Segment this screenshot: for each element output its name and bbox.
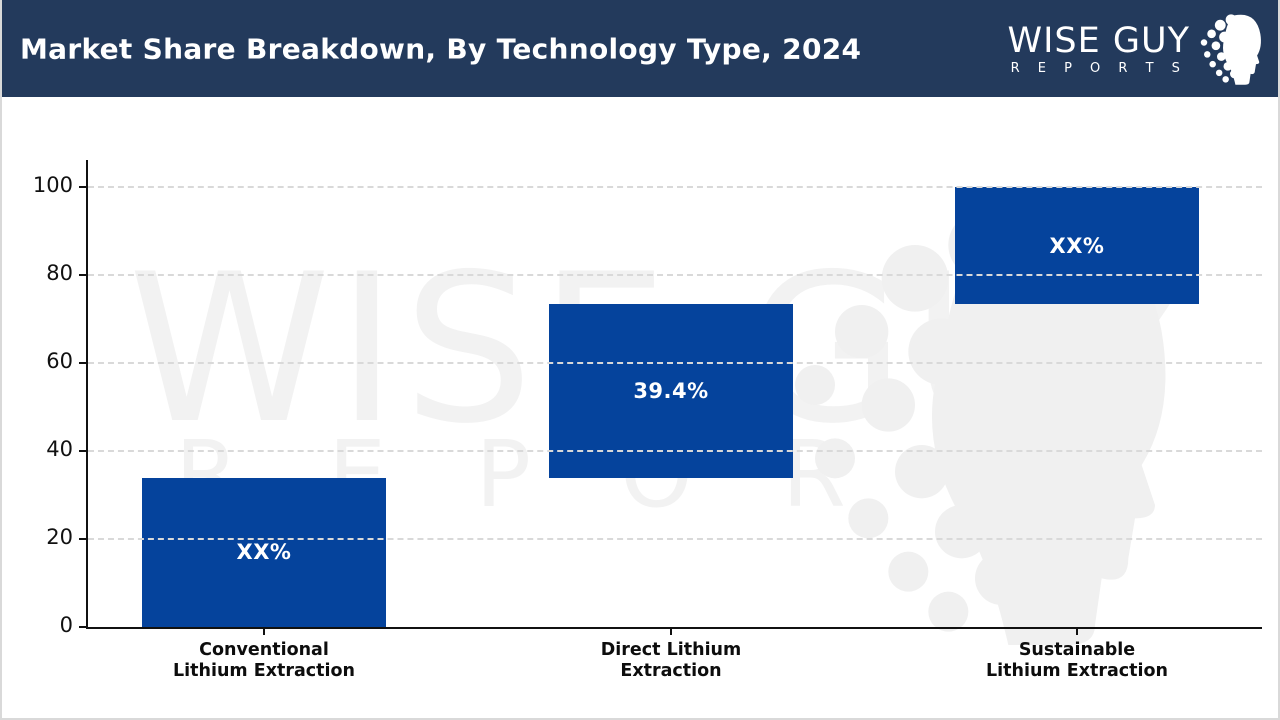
logo-reports-text: R E P O R T S: [1010, 60, 1187, 76]
x-category-label-line: Direct Lithium: [600, 640, 742, 660]
y-tick-label: 60: [46, 349, 73, 373]
x-category-label-line: Sustainable: [1018, 640, 1136, 660]
y-tick-label: 100: [32, 173, 73, 197]
x-category-label-line: Extraction: [620, 661, 722, 681]
page-title: Market Share Breakdown, By Technology Ty…: [20, 32, 862, 65]
x-category-label: Conventional Lithium Extraction: [94, 640, 434, 682]
wise-guy-reports-logo: WISE GUY R E P O R T S: [1007, 9, 1266, 89]
y-axis-line: [86, 160, 88, 629]
y-tick-mark: [79, 274, 86, 276]
y-tick-label: 0: [59, 613, 73, 637]
bar-3: XX%: [955, 187, 1199, 305]
x-tick-mark: [1076, 629, 1078, 635]
y-tick-mark: [79, 626, 86, 628]
header-bar: Market Share Breakdown, By Technology Ty…: [0, 0, 1280, 97]
h-gridline: [88, 362, 1262, 364]
x-category-label: Sustainable Lithium Extraction: [907, 640, 1247, 682]
wise-guy-head-icon: [1200, 14, 1261, 85]
x-category-label-line: Conventional: [199, 640, 329, 660]
bar-value-label: XX%: [236, 540, 292, 565]
y-tick-mark: [79, 186, 86, 188]
h-gridline: [88, 186, 1262, 188]
bar-1: XX%: [142, 477, 386, 627]
logo-wise-guy-text: WISE GUY: [1007, 20, 1190, 61]
y-tick-label: 40: [46, 437, 73, 461]
y-tick-label: 20: [46, 525, 73, 549]
x-category-label-line: Lithium Extraction: [985, 661, 1169, 681]
h-gridline: [88, 450, 1262, 452]
x-tick-mark: [263, 629, 265, 635]
y-tick-label: 80: [46, 261, 73, 285]
x-category-label: Direct Lithium Extraction: [501, 640, 841, 682]
x-tick-mark: [670, 629, 672, 635]
bar-2: 39.4%: [549, 304, 793, 478]
h-gridline: [88, 274, 1262, 276]
y-tick-mark: [79, 362, 86, 364]
h-gridline: [88, 538, 1262, 540]
bar-value-label: 39.4%: [633, 379, 709, 404]
y-tick-mark: [79, 538, 86, 540]
x-axis-line: [86, 627, 1262, 629]
x-category-label-line: Lithium Extraction: [172, 661, 356, 681]
y-tick-mark: [79, 450, 86, 452]
bar-value-label: XX%: [1049, 233, 1105, 258]
